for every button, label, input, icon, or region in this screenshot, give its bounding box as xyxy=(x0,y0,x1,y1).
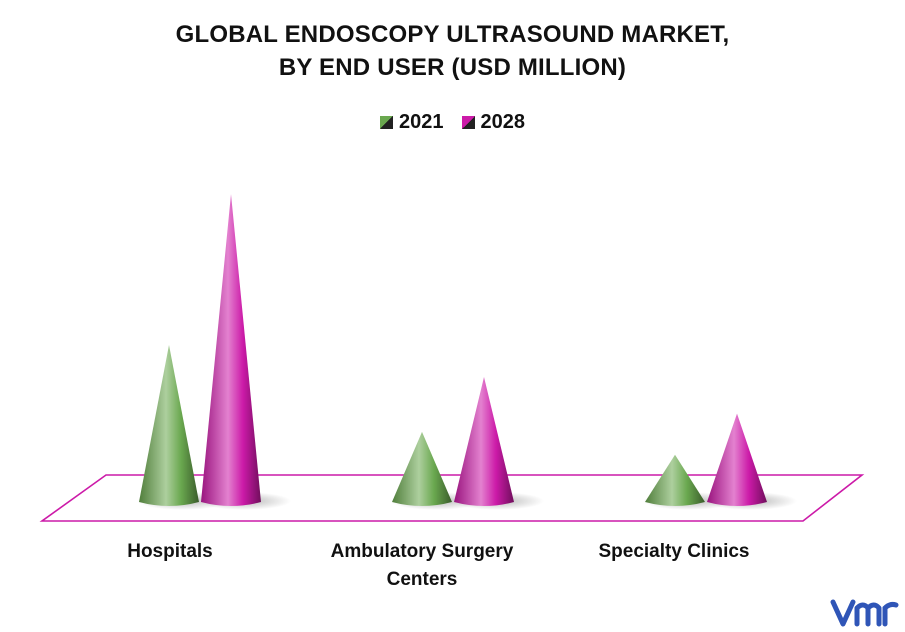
legend-swatch-2028 xyxy=(461,116,475,129)
chart-title: GLOBAL ENDOSCOPY ULTRASOUND MARKET, BY E… xyxy=(0,18,905,84)
cone-hospitals-2028 xyxy=(201,194,261,506)
cone-specialty-2021 xyxy=(645,454,705,506)
legend-item-2028: 2028 xyxy=(461,111,526,134)
vmr-logo-icon xyxy=(830,599,899,627)
category-label-ambulatory: Ambulatory Surgery Centers xyxy=(302,538,542,594)
chart-legend: 2021 2028 xyxy=(0,111,905,134)
cone-specialty-2028 xyxy=(707,413,767,506)
legend-label-2028: 2028 xyxy=(480,111,526,133)
chart-title-line-1: GLOBAL ENDOSCOPY ULTRASOUND MARKET, xyxy=(175,21,730,48)
category-label-specialty: Specialty Clinics xyxy=(554,538,794,566)
category-label-ambulatory-line-2: Centers xyxy=(386,569,458,590)
category-label-ambulatory-line-1: Ambulatory Surgery xyxy=(330,541,514,562)
category-label-hospitals-line-1: Hospitals xyxy=(127,541,213,562)
category-label-hospitals: Hospitals xyxy=(50,538,290,566)
cone-ambulatory-2028 xyxy=(454,377,514,506)
category-label-specialty-line-1: Specialty Clinics xyxy=(598,541,750,562)
legend-item-2021: 2021 xyxy=(380,111,444,134)
chart-title-line-2: BY END USER (USD MILLION) xyxy=(278,54,627,81)
cone-ambulatory-2021 xyxy=(392,431,452,506)
cone-hospitals-2021 xyxy=(139,345,199,506)
legend-label-2021: 2021 xyxy=(399,111,444,133)
legend-swatch-2021 xyxy=(380,116,393,129)
